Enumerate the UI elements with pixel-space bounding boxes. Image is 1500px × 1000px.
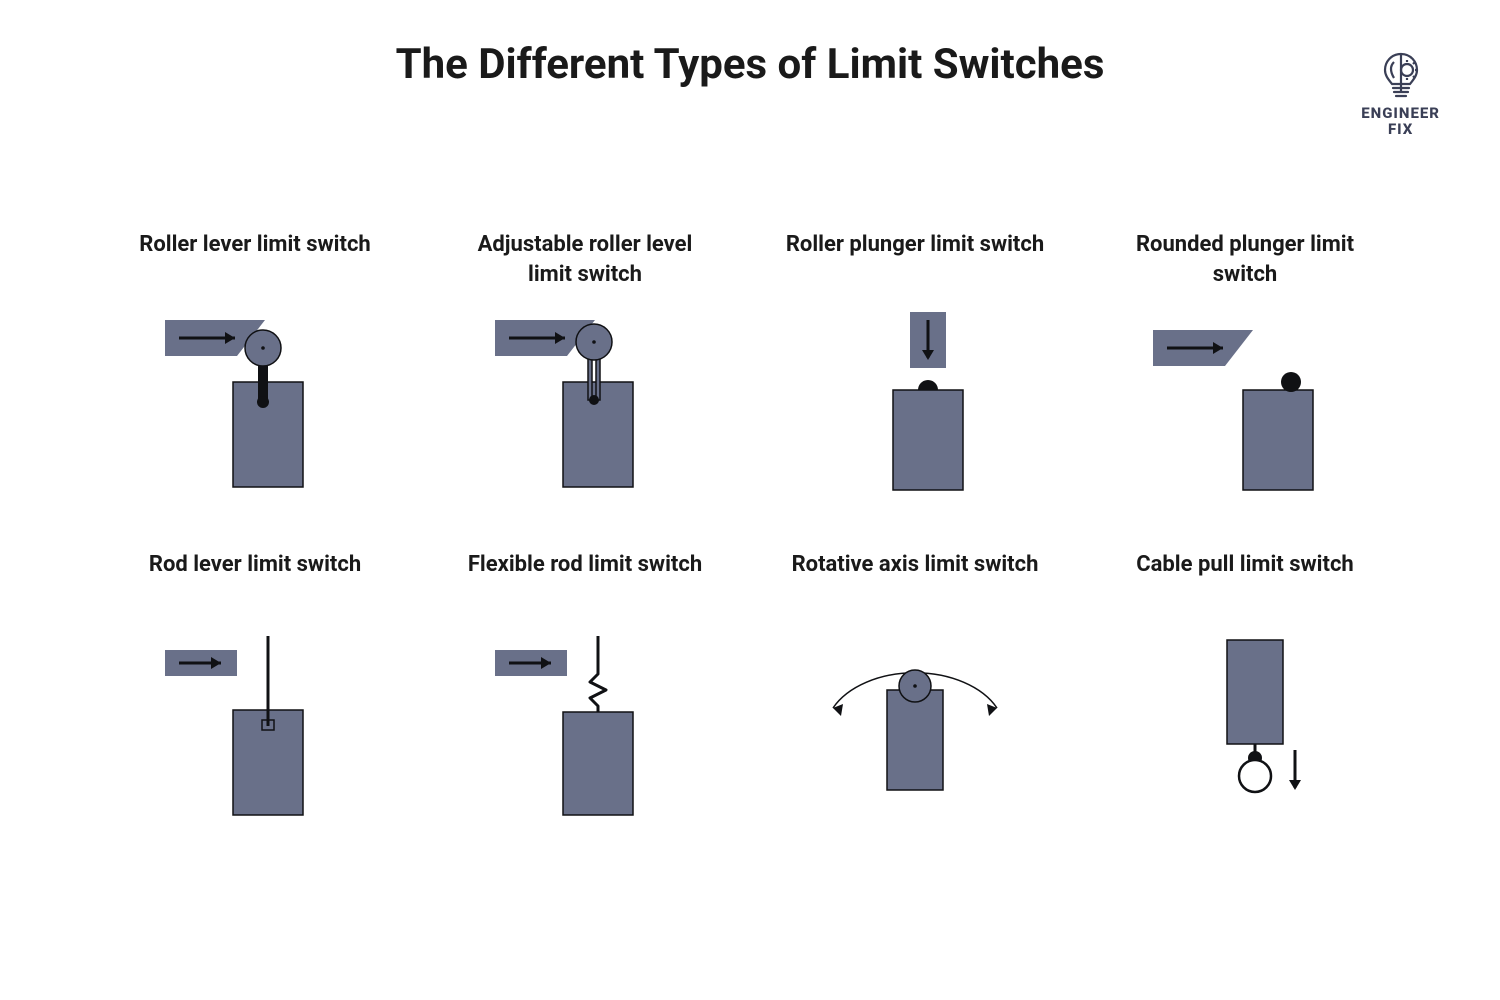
logo-line2: FIX [1388,120,1413,138]
lightbulb-gear-icon [1374,48,1428,102]
switch-diagram [1135,310,1355,500]
switch-cable-pull: Cable pull limit switch [1090,550,1400,850]
switch-label: Roller plunger limit switch [786,230,1044,292]
switch-adjustable-roller-lever: Adjustable roller level limit switch [430,230,740,530]
switch-flexible-rod: Flexible rod limit switch [430,550,740,850]
switch-diagram [1135,630,1355,820]
switch-roller-plunger: Roller plunger limit switch [760,230,1070,530]
switch-label: Rounded plunger limit switch [1115,230,1375,292]
switch-label: Rod lever limit switch [149,550,361,612]
switch-diagram [805,310,1025,500]
switch-label: Rotative axis limit switch [792,550,1039,612]
switch-label: Adjustable roller level limit switch [455,230,715,292]
switch-diagram [145,310,365,500]
switch-label: Flexible rod limit switch [468,550,702,612]
brand-logo: ENGINEER FIX [1361,48,1440,138]
switch-rounded-plunger: Rounded plunger limit switch [1090,230,1400,530]
switch-diagram [145,630,365,820]
switch-roller-lever: Roller lever limit switch [100,230,410,530]
switch-rod-lever: Rod lever limit switch [100,550,410,850]
switch-label: Cable pull limit switch [1136,550,1353,612]
switch-diagram [475,310,695,500]
switch-grid: Roller lever limit switch Adjustable rol… [100,230,1400,850]
switch-label: Roller lever limit switch [139,230,370,292]
switch-rotative-axis: Rotative axis limit switch [760,550,1070,850]
page-title: The Different Types of Limit Switches [396,40,1105,89]
switch-diagram [805,630,1025,820]
switch-diagram [475,630,695,820]
